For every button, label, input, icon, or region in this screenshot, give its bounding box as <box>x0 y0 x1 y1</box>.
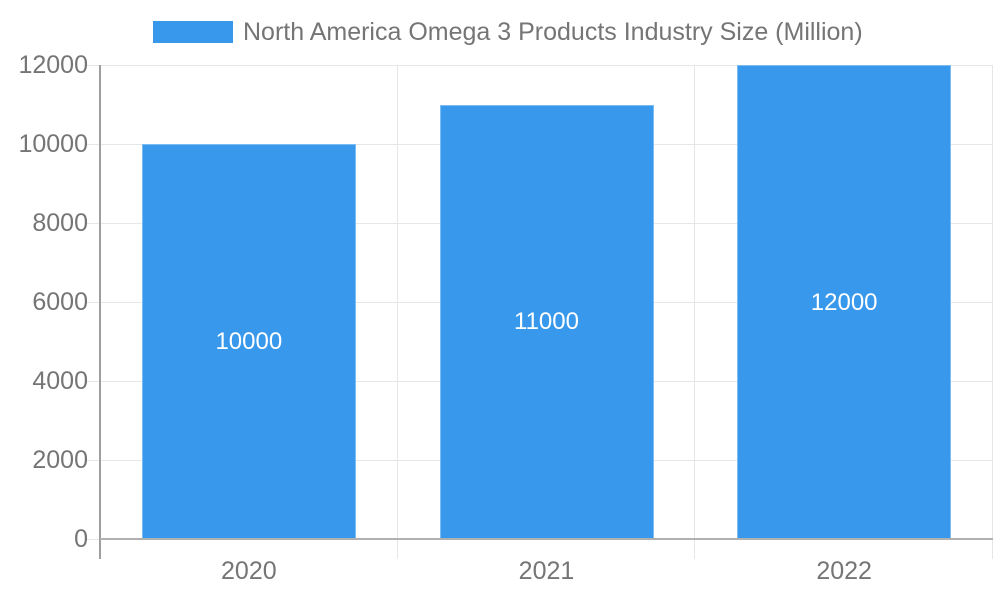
legend-swatch <box>153 21 233 43</box>
y-axis-tick-label: 10000 <box>18 130 88 158</box>
y-axis-line <box>99 65 101 559</box>
y-axis-tick <box>87 460 100 461</box>
y-axis-tick-label: 0 <box>74 525 88 553</box>
bar-2021[interactable]: 11000 <box>439 104 654 539</box>
y-axis-tick <box>87 381 100 382</box>
x-axis-label-2022: 2022 <box>816 557 872 585</box>
y-axis-tick-label: 4000 <box>32 367 88 395</box>
x-axis-line <box>100 538 993 540</box>
bar-2022[interactable]: 12000 <box>737 65 952 539</box>
y-axis-tick <box>87 144 100 145</box>
y-axis-tick-label: 2000 <box>32 446 88 474</box>
chart-legend: North America Omega 3 Products Industry … <box>153 18 863 46</box>
bar-value-label: 10000 <box>215 328 283 355</box>
bar-value-label: 12000 <box>810 288 878 316</box>
category-separator <box>992 65 993 559</box>
y-axis-tick <box>87 65 100 66</box>
y-axis-tick-label: 8000 <box>32 209 88 237</box>
y-axis-tick-label: 6000 <box>32 288 88 316</box>
x-axis-label-2020: 2020 <box>221 557 277 585</box>
bar-value-label: 11000 <box>514 308 579 336</box>
y-axis-tick <box>87 302 100 303</box>
y-axis-tick-label: 12000 <box>18 51 88 79</box>
y-axis-tick <box>87 223 100 224</box>
category-separator <box>694 65 696 559</box>
bar-2020[interactable]: 10000 <box>141 144 356 539</box>
category-separator <box>396 65 398 559</box>
y-axis-tick <box>87 539 100 540</box>
x-axis-label-2021: 2021 <box>518 557 575 585</box>
y-gridline <box>100 65 993 66</box>
legend-label: North America Omega 3 Products Industry … <box>243 18 863 46</box>
